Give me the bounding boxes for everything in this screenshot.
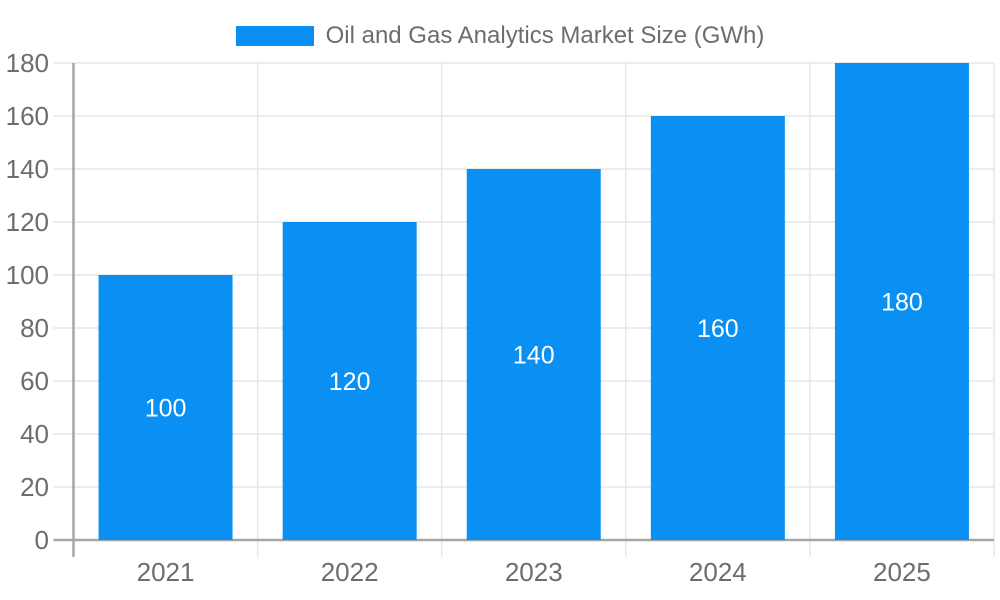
bar-value-label: 100 bbox=[145, 394, 187, 422]
y-tick-label: 20 bbox=[20, 472, 49, 502]
legend-item[interactable]: Oil and Gas Analytics Market Size (GWh) bbox=[235, 22, 765, 49]
bar-value-label: 140 bbox=[513, 341, 555, 369]
x-tick-label: 2025 bbox=[873, 557, 931, 587]
x-tick-label: 2024 bbox=[689, 557, 747, 587]
legend-swatch-icon bbox=[235, 26, 314, 46]
y-tick-label: 100 bbox=[6, 260, 49, 290]
y-tick-label: 180 bbox=[6, 48, 49, 78]
bar-value-label: 160 bbox=[697, 315, 739, 343]
legend-label: Oil and Gas Analytics Market Size (GWh) bbox=[325, 22, 765, 49]
bar-2025[interactable] bbox=[834, 63, 969, 540]
bar-2023[interactable] bbox=[466, 169, 601, 540]
bar-2021[interactable] bbox=[98, 275, 233, 540]
x-tick-label: 2021 bbox=[137, 557, 195, 587]
y-tick-label: 60 bbox=[20, 366, 49, 396]
y-tick-label: 120 bbox=[6, 207, 49, 237]
bar-value-label: 180 bbox=[881, 288, 923, 316]
bar-2022[interactable] bbox=[282, 222, 417, 540]
y-tick-label: 40 bbox=[20, 419, 49, 449]
bar-value-label: 120 bbox=[329, 368, 371, 396]
y-tick-label: 80 bbox=[20, 313, 49, 343]
legend: Oil and Gas Analytics Market Size (GWh) bbox=[0, 24, 1000, 48]
bar-2024[interactable] bbox=[650, 116, 785, 540]
x-tick-label: 2022 bbox=[321, 557, 379, 587]
y-tick-label: 140 bbox=[6, 154, 49, 184]
x-tick-label: 2023 bbox=[505, 557, 563, 587]
y-tick-label: 160 bbox=[6, 101, 49, 131]
y-tick-label: 0 bbox=[35, 525, 49, 555]
